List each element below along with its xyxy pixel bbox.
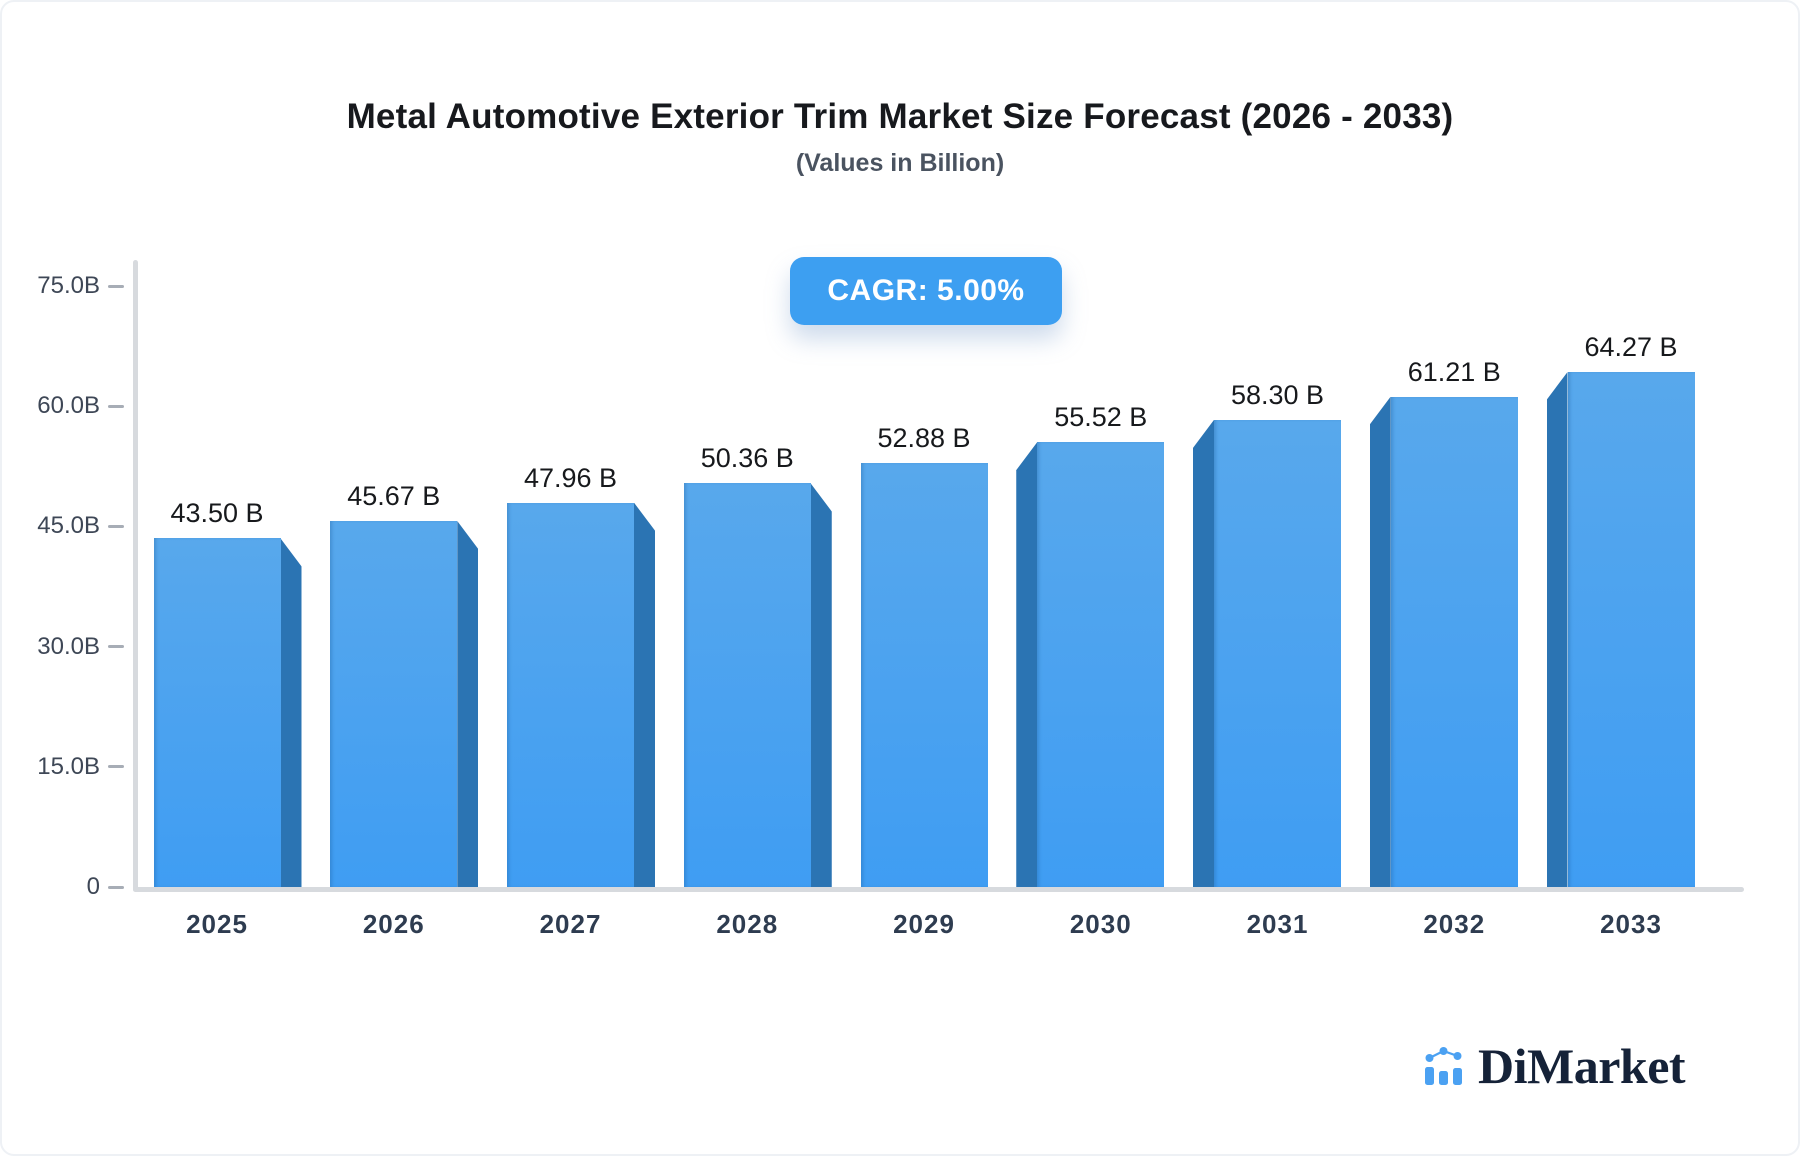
y-axis-label-0: 0 xyxy=(86,873,100,900)
bar-face-2029 xyxy=(860,463,988,887)
y-axis-label-15.0B: 15.0B xyxy=(37,752,100,780)
y-axis-label-60.0B: 60.0B xyxy=(37,392,100,420)
y-axis-tick xyxy=(108,765,124,769)
x-axis-label-2029: 2029 xyxy=(893,909,955,939)
y-axis-tick xyxy=(108,524,124,528)
bar-2027: 47.96 B xyxy=(507,463,655,887)
x-axis-label-2028: 2028 xyxy=(716,909,779,939)
bar-value-label-2029: 52.88 B xyxy=(877,423,971,454)
bar-2025: 43.50 B xyxy=(153,498,302,887)
bar-2033: 64.27 B xyxy=(1546,332,1695,887)
bar-side-panel xyxy=(457,521,479,887)
bar-face-2030 xyxy=(1037,442,1165,887)
bar-value-label-2025: 43.50 B xyxy=(170,498,264,529)
bar-value-label-2028: 50.36 B xyxy=(700,443,794,474)
bar-2030: 55.52 B xyxy=(1016,402,1165,887)
bar-value-label-2030: 55.52 B xyxy=(1054,402,1148,433)
x-axis-label-2033: 2033 xyxy=(1600,909,1662,939)
bar-2031: 58.30 B xyxy=(1193,380,1341,887)
bar-side-panel xyxy=(810,483,832,887)
y-axis-label-30.0B: 30.0B xyxy=(37,632,100,660)
y-axis-tick xyxy=(108,885,124,889)
bar-side-panel xyxy=(1016,442,1038,887)
y-axis-label-45.0B: 45.0B xyxy=(37,512,100,540)
bar-side-panel xyxy=(1193,419,1214,887)
y-axis-tick xyxy=(108,404,124,408)
x-axis-label-2025: 2025 xyxy=(186,909,248,939)
mini-bar-chart-icon xyxy=(1425,1047,1462,1085)
bar-side-panel xyxy=(1546,371,1568,887)
bar-value-label-2031: 58.30 B xyxy=(1230,379,1325,410)
bar-value-label-2032: 61.21 B xyxy=(1407,356,1501,387)
bar-side-panel xyxy=(1369,396,1391,887)
cagr-badge: CAGR: 5.00% xyxy=(790,257,1062,325)
y-axis-tick xyxy=(108,645,124,649)
x-axis-label-2026: 2026 xyxy=(362,909,425,939)
bar-value-label-2033: 64.27 B xyxy=(1584,331,1678,362)
chart-title: Metal Automotive Exterior Trim Market Si… xyxy=(346,97,1454,136)
bar-2026: 45.67 B xyxy=(330,481,479,887)
brand-logo: DiMarket xyxy=(1423,1038,1686,1094)
bar-value-label-2027: 47.96 B xyxy=(523,462,618,493)
x-axis-label-2031: 2031 xyxy=(1246,909,1309,939)
bar-face-2026 xyxy=(330,521,458,887)
x-axis-label-2027: 2027 xyxy=(539,909,602,939)
bar-side-panel xyxy=(280,538,302,887)
bar-2032: 61.21 B xyxy=(1369,357,1518,887)
x-axis-label-2030: 2030 xyxy=(1069,909,1132,939)
y-axis-tick xyxy=(108,284,124,288)
bar-face-2028 xyxy=(683,483,811,887)
bar-value-label-2026: 45.67 B xyxy=(347,481,441,512)
bar-face-2032 xyxy=(1390,396,1518,887)
bar-face-2027 xyxy=(507,502,634,887)
bar-face-2031 xyxy=(1214,419,1341,887)
brand-name: DiMarket xyxy=(1478,1038,1686,1094)
bar-2028: 50.36 B xyxy=(683,443,832,887)
y-axis-label-75.0B: 75.0B xyxy=(37,272,100,299)
bar-face-2033 xyxy=(1567,371,1695,887)
x-axis-line xyxy=(133,887,1744,892)
bar-face-2025 xyxy=(153,538,281,887)
chart-subtitle: (Values in Billion) xyxy=(795,149,1005,177)
y-axis-line xyxy=(133,260,138,892)
x-axis-label-2032: 2032 xyxy=(1423,909,1486,939)
bar-side-panel xyxy=(634,502,655,887)
bar-2029: 52.88 B xyxy=(860,423,988,887)
